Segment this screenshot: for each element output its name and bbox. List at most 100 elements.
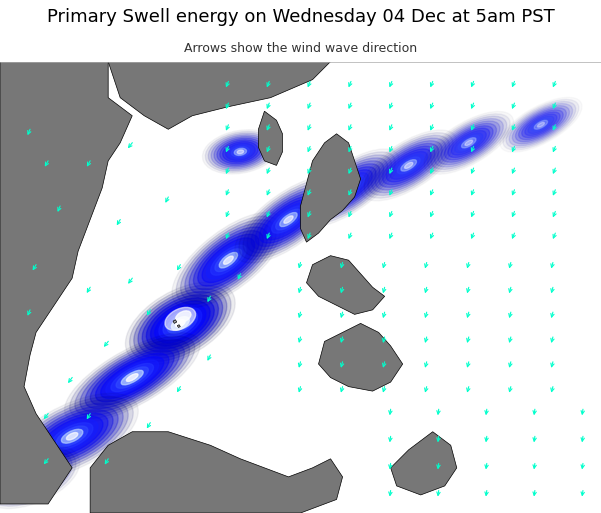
Ellipse shape xyxy=(438,121,500,165)
Ellipse shape xyxy=(185,223,272,297)
Ellipse shape xyxy=(435,119,503,167)
Ellipse shape xyxy=(41,416,103,456)
Ellipse shape xyxy=(31,410,113,463)
Polygon shape xyxy=(177,325,180,327)
Ellipse shape xyxy=(116,367,148,388)
Ellipse shape xyxy=(231,147,249,157)
Ellipse shape xyxy=(206,242,251,279)
Ellipse shape xyxy=(458,135,480,150)
Ellipse shape xyxy=(321,167,376,209)
Ellipse shape xyxy=(280,212,297,227)
Ellipse shape xyxy=(276,209,301,230)
Ellipse shape xyxy=(29,230,67,254)
Ellipse shape xyxy=(44,240,52,245)
Ellipse shape xyxy=(33,233,63,251)
Ellipse shape xyxy=(214,136,267,167)
Ellipse shape xyxy=(239,180,338,260)
Ellipse shape xyxy=(386,149,431,182)
Ellipse shape xyxy=(215,249,242,271)
Ellipse shape xyxy=(134,288,227,358)
Ellipse shape xyxy=(90,350,174,405)
Ellipse shape xyxy=(237,150,243,154)
Ellipse shape xyxy=(25,228,72,256)
Ellipse shape xyxy=(537,123,545,127)
Ellipse shape xyxy=(51,423,93,450)
Ellipse shape xyxy=(0,450,72,504)
Ellipse shape xyxy=(16,400,128,472)
Ellipse shape xyxy=(36,413,108,460)
Ellipse shape xyxy=(223,142,258,162)
Ellipse shape xyxy=(18,469,42,484)
Ellipse shape xyxy=(172,212,285,308)
Ellipse shape xyxy=(465,140,472,146)
Ellipse shape xyxy=(150,301,210,346)
Ellipse shape xyxy=(247,186,330,253)
Ellipse shape xyxy=(100,357,164,399)
Ellipse shape xyxy=(340,182,357,194)
Ellipse shape xyxy=(11,464,49,489)
Ellipse shape xyxy=(189,227,267,293)
Ellipse shape xyxy=(382,146,435,185)
Ellipse shape xyxy=(512,106,570,144)
Text: Arrows show the wind wave direction: Arrows show the wind wave direction xyxy=(184,42,417,54)
Ellipse shape xyxy=(528,116,554,133)
Ellipse shape xyxy=(0,457,61,497)
Polygon shape xyxy=(391,432,457,495)
Ellipse shape xyxy=(251,189,326,250)
Ellipse shape xyxy=(75,340,189,416)
Ellipse shape xyxy=(531,118,551,131)
Ellipse shape xyxy=(404,162,413,168)
Ellipse shape xyxy=(364,133,453,198)
Ellipse shape xyxy=(208,133,273,171)
Ellipse shape xyxy=(516,108,566,142)
Ellipse shape xyxy=(272,206,305,233)
Ellipse shape xyxy=(451,130,486,155)
Ellipse shape xyxy=(22,472,38,482)
Ellipse shape xyxy=(522,112,560,137)
Polygon shape xyxy=(319,323,403,391)
Ellipse shape xyxy=(228,145,252,159)
Ellipse shape xyxy=(165,307,195,330)
Ellipse shape xyxy=(64,333,200,422)
Ellipse shape xyxy=(198,234,259,286)
Ellipse shape xyxy=(519,110,563,140)
Ellipse shape xyxy=(431,116,507,169)
Ellipse shape xyxy=(211,135,270,169)
Ellipse shape xyxy=(111,364,153,391)
Ellipse shape xyxy=(96,353,169,402)
Ellipse shape xyxy=(0,455,64,499)
Ellipse shape xyxy=(126,373,138,382)
Ellipse shape xyxy=(106,360,159,395)
Ellipse shape xyxy=(61,429,83,443)
Ellipse shape xyxy=(220,140,261,164)
Ellipse shape xyxy=(6,393,138,479)
Ellipse shape xyxy=(206,131,275,172)
Ellipse shape xyxy=(70,336,195,419)
Ellipse shape xyxy=(37,235,59,249)
Ellipse shape xyxy=(171,317,189,330)
Text: Primary Swell energy on Wednesday 04 Dec at 5am PST: Primary Swell energy on Wednesday 04 Dec… xyxy=(47,8,554,26)
Ellipse shape xyxy=(176,216,281,304)
Ellipse shape xyxy=(202,238,255,283)
Ellipse shape xyxy=(85,346,179,409)
Ellipse shape xyxy=(194,230,263,290)
Ellipse shape xyxy=(390,151,427,179)
Ellipse shape xyxy=(121,370,143,385)
Ellipse shape xyxy=(260,196,317,243)
Ellipse shape xyxy=(267,203,310,236)
Ellipse shape xyxy=(332,175,365,200)
Ellipse shape xyxy=(368,135,450,195)
Ellipse shape xyxy=(31,232,66,252)
Ellipse shape xyxy=(22,227,74,258)
Ellipse shape xyxy=(126,282,235,365)
Ellipse shape xyxy=(154,304,206,343)
Ellipse shape xyxy=(302,152,395,224)
Polygon shape xyxy=(258,111,282,165)
Polygon shape xyxy=(0,62,132,504)
Ellipse shape xyxy=(445,126,493,160)
Ellipse shape xyxy=(225,143,255,161)
Ellipse shape xyxy=(534,121,548,129)
Ellipse shape xyxy=(67,432,78,440)
Ellipse shape xyxy=(175,320,185,327)
Ellipse shape xyxy=(14,467,46,487)
